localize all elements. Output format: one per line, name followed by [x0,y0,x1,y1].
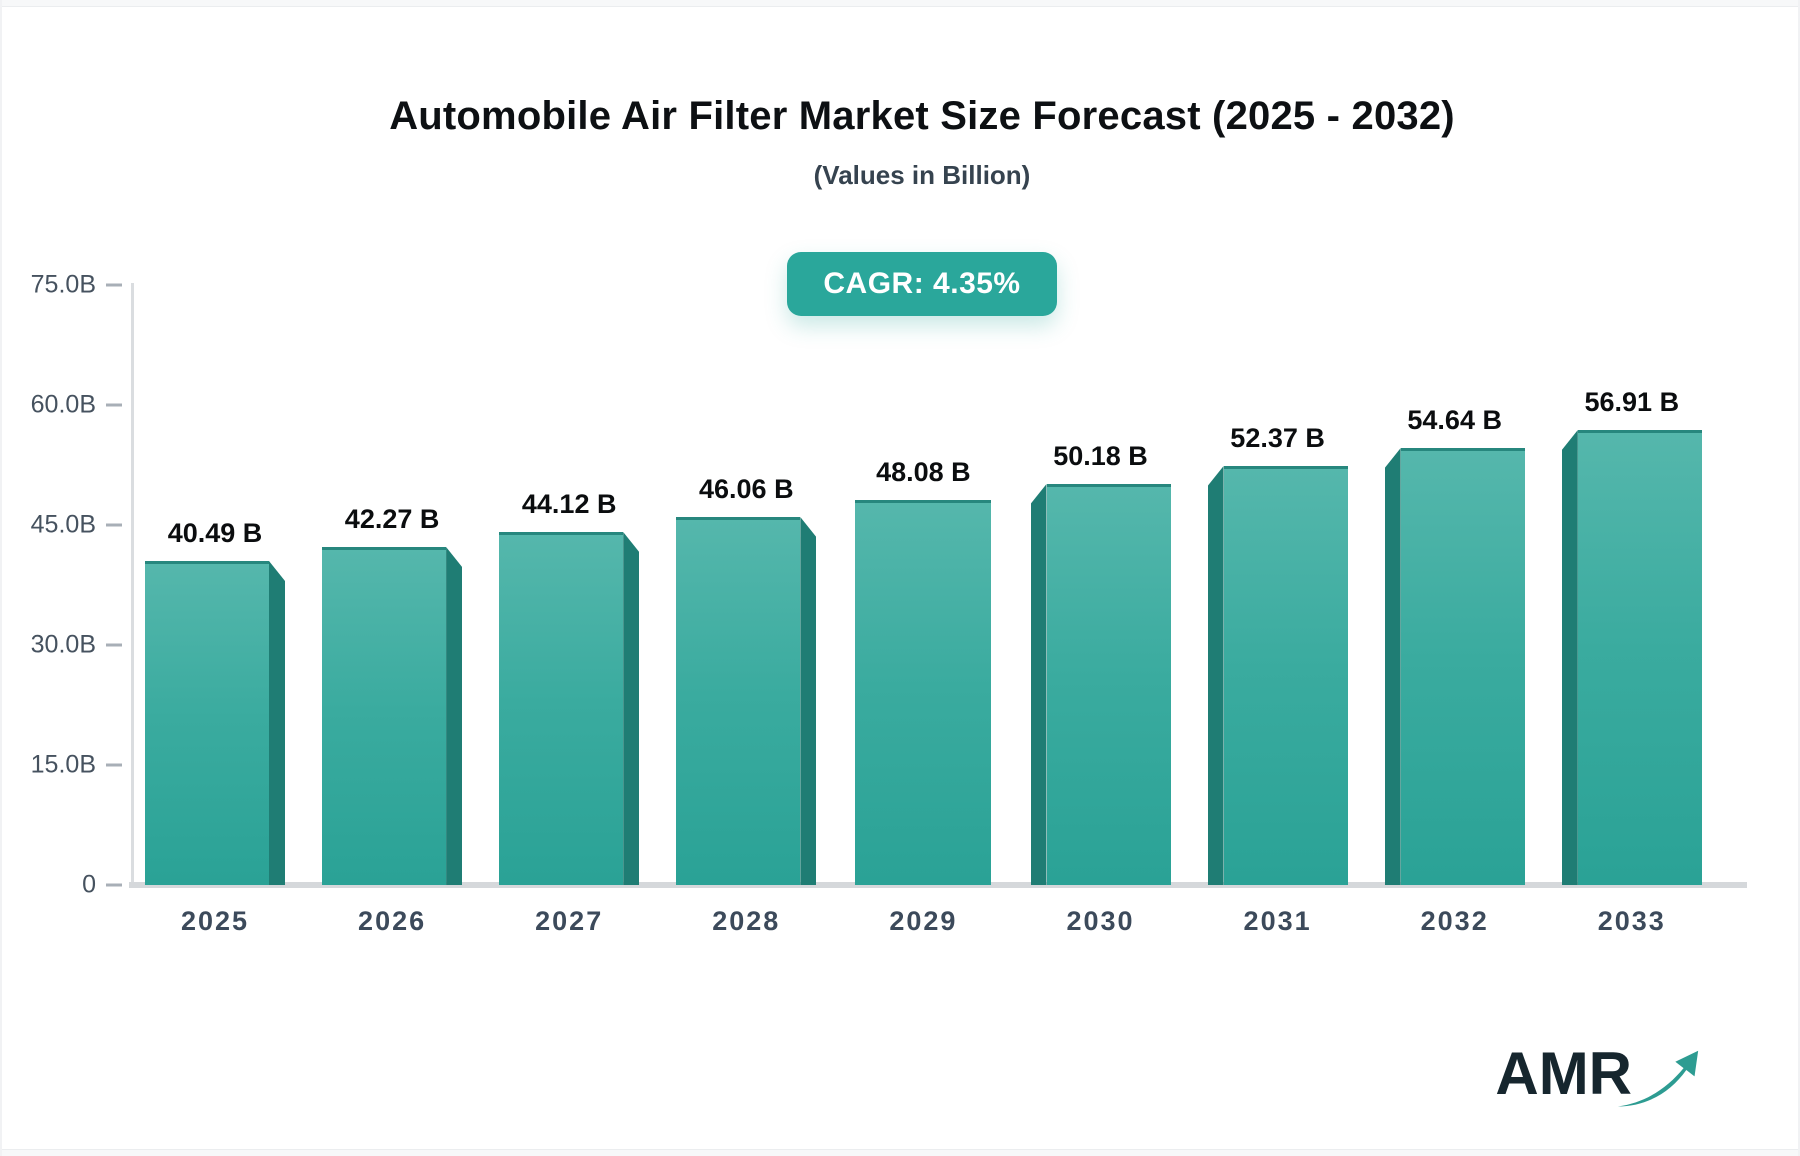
chart-title: Automobile Air Filter Market Size Foreca… [389,94,1455,138]
cagr-badge: CAGR: 4.35% [787,252,1057,316]
brand-logo-text: AMR [1495,1040,1632,1107]
bar-value-label: 48.08 B [876,457,971,487]
bar-value-label: 42.27 B [344,504,440,534]
bar-2032 [1400,448,1525,885]
x-axis-label-2026: 2026 [358,906,427,936]
bar-group-2028: 46.06 B 2028 [676,474,817,936]
x-axis-label-2033: 2033 [1597,906,1666,936]
y-axis-tick-label: 60.0B [30,390,96,419]
y-axis-tick-label: 75.0B [30,270,96,299]
bar-group-2032: 54.64 B 2032 [1384,405,1525,936]
bar-group-2025: 40.49 B 2025 [145,518,285,936]
bar-2033 [1577,430,1702,885]
top-edge-strip [2,0,1798,7]
bar-value-label: 40.49 B [167,518,263,548]
bar-2029 [855,500,992,885]
bar-side-shadow [800,517,817,885]
bar-group-2029: 48.08 B 2029 [853,457,993,936]
x-axis-baseline [129,882,1747,888]
bar-2025 [145,561,269,885]
y-axis-tick-mark [106,403,122,407]
y-axis-tick-mark [106,643,122,647]
x-axis-label-2027: 2027 [535,906,604,936]
bottom-edge-strip [2,1149,1798,1156]
x-axis-label-2032: 2032 [1420,906,1489,936]
y-axis-tick-label: 0 [82,870,96,899]
bar-side-shadow [623,532,640,885]
x-axis-label-2025: 2025 [180,906,250,936]
badge-row: CAGR: 4.35% [132,252,1712,316]
bar-side-shadow [1030,484,1047,885]
bar-side-shadow [1561,430,1578,885]
x-axis-label-2031: 2031 [1243,906,1312,936]
bar-group-2033: 56.91 B 2033 [1561,387,1702,936]
y-axis-tick-label: 45.0B [30,510,96,539]
y-axis-line [131,283,134,886]
y-axis-tick-label: 30.0B [30,630,96,659]
chart-subtitle: (Values in Billion) [813,160,1031,190]
bar-side-shadow [446,547,463,885]
bar-group-2026: 42.27 B 2026 [322,504,463,936]
bar-group-2027: 44.12 B 2027 [499,489,640,936]
growth-arrow-icon [1617,1050,1699,1107]
bar-2028 [676,517,801,885]
bar-value-label: 52.37 B [1230,423,1325,453]
bar-side-shadow [269,561,285,885]
y-axis-tick-mark [106,523,122,527]
bar-value-label: 46.06 B [699,474,794,504]
x-axis-label-2030: 2030 [1066,906,1135,936]
x-axis-label-2029: 2029 [889,906,958,936]
bar-value-label: 50.18 B [1053,441,1148,471]
bar-value-label: 54.64 B [1407,405,1502,435]
bar-group-2030: 50.18 B 2030 [1030,441,1171,936]
bar-2027 [499,532,624,885]
y-axis-tick-mark [106,763,122,767]
x-axis-label-2028: 2028 [712,906,781,936]
brand-logo: AMR [1495,1044,1700,1114]
y-axis-tick-mark [106,883,122,887]
bar-value-label: 56.91 B [1584,387,1680,417]
y-axis-tick-mark [106,283,122,287]
bar-2031 [1223,466,1348,885]
bar-side-shadow [1207,466,1224,885]
bar-group-2031: 52.37 B 2031 [1207,423,1348,936]
bar-side-shadow [1384,448,1401,885]
bar-2030 [1046,484,1171,885]
bar-value-label: 44.12 B [521,489,617,519]
bar-2026 [322,547,447,885]
y-axis-tick-label: 15.0B [30,750,96,779]
